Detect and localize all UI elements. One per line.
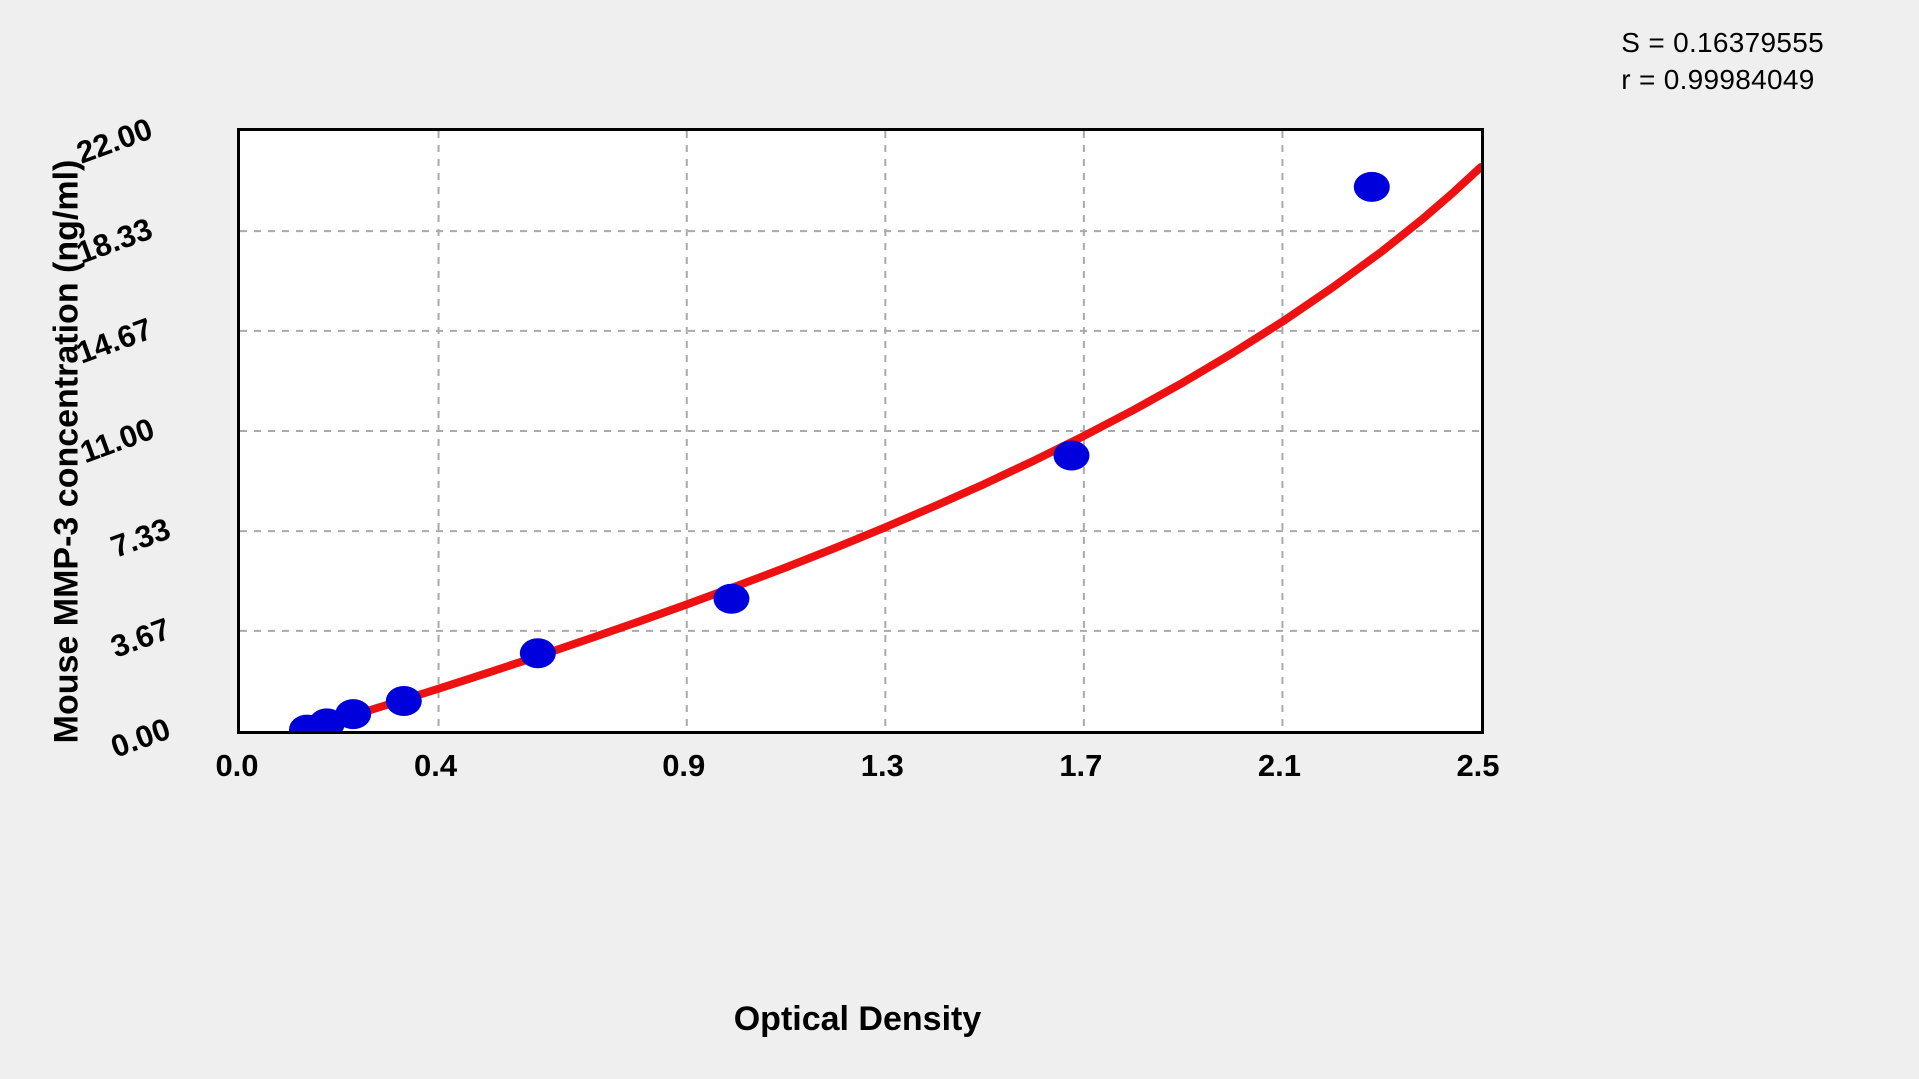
fit-curve — [298, 163, 1481, 731]
x-tick-label: 1.7 — [1059, 748, 1103, 783]
plot-area — [237, 128, 1484, 734]
data-point — [519, 638, 556, 669]
x-axis-title: Optical Density — [733, 1000, 982, 1038]
x-tick-label: 2.1 — [1257, 748, 1301, 783]
y-tick-label: 0.00 — [105, 711, 175, 765]
data-points — [289, 171, 1390, 731]
x-tick-label: 1.3 — [860, 748, 904, 783]
data-point — [1053, 440, 1090, 471]
data-point — [335, 699, 372, 730]
correlation-coefficient-text: r = 0.99984049 — [1621, 64, 1815, 96]
statistics-annotation: S = 0.16379555 r = 0.99984049 — [1621, 24, 1824, 98]
data-point — [713, 583, 750, 614]
gridlines — [240, 131, 1481, 731]
standard-error-text: S = 0.16379555 — [1621, 27, 1824, 58]
data-point — [1353, 171, 1390, 202]
y-tick-label: 3.67 — [105, 610, 175, 665]
x-tick-label: 0.9 — [662, 748, 706, 783]
plot-svg — [240, 131, 1481, 731]
x-tick-label: 0.4 — [413, 748, 458, 783]
y-tick-label: 7.33 — [105, 511, 175, 565]
y-tick-label: 11.00 — [75, 411, 159, 470]
x-tick-label: 0.0 — [215, 748, 259, 783]
x-tick-label: 2.5 — [1456, 748, 1500, 783]
data-point — [385, 686, 422, 716]
